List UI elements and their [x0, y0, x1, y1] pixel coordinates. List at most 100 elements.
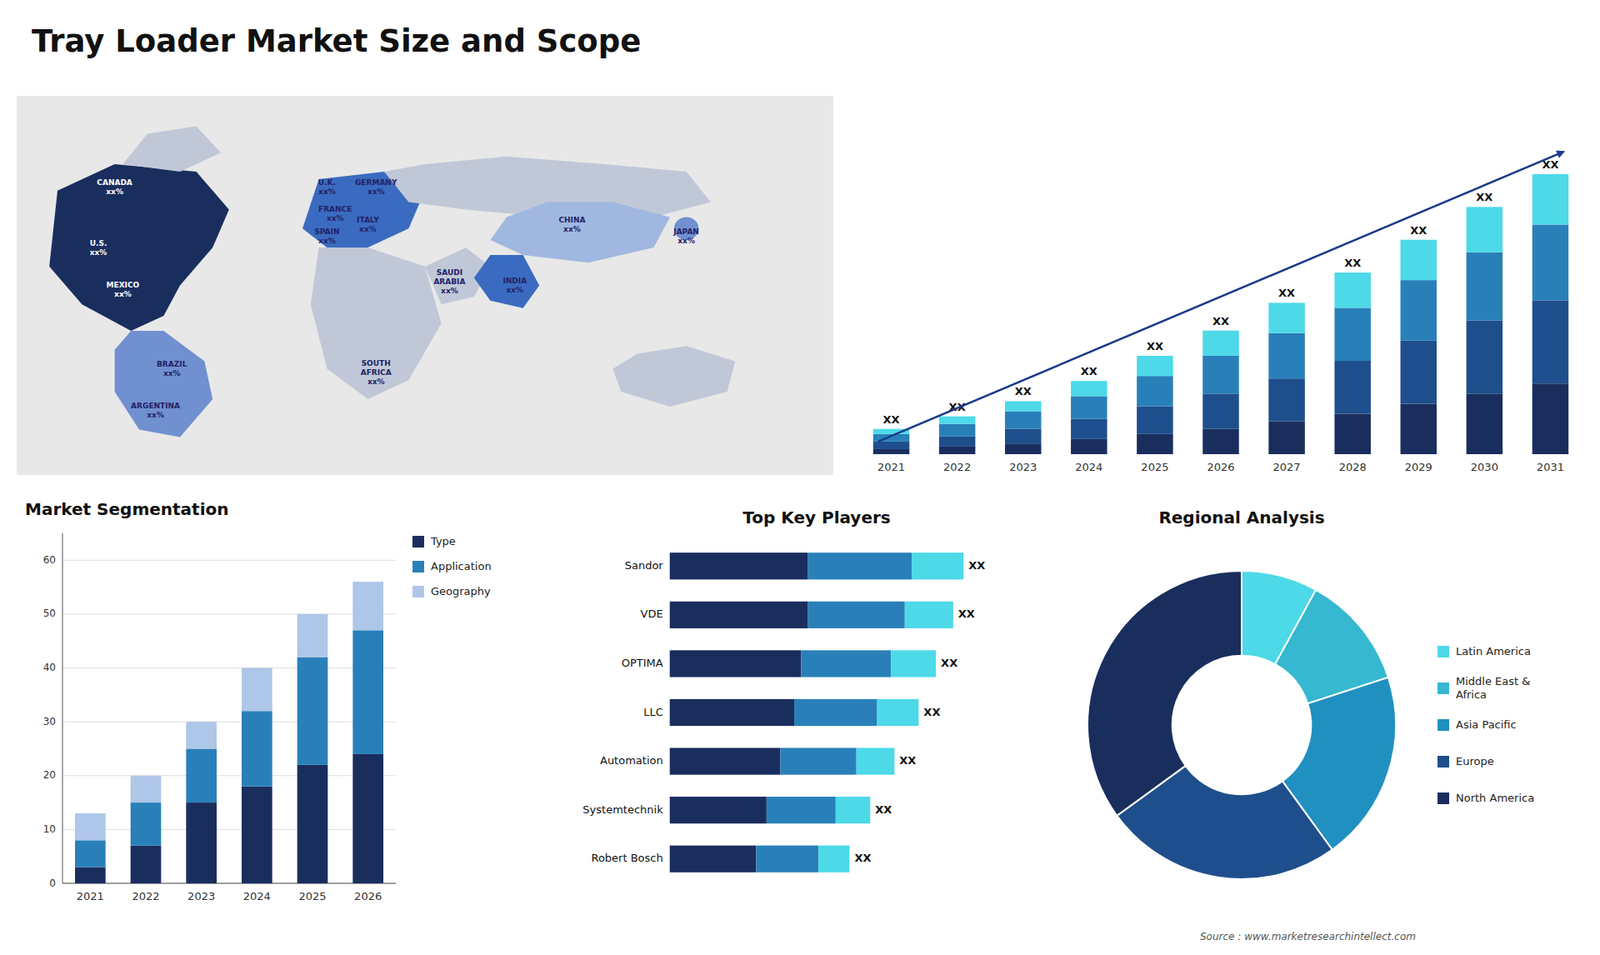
country-label: GERMANYxx%: [355, 177, 398, 195]
country-label: MEXICOxx%: [106, 280, 140, 298]
bar-segment: [75, 840, 106, 867]
bar-segment: [1532, 383, 1570, 455]
bar-annotation: XX: [1015, 385, 1032, 398]
country-label: U.K.xx%: [318, 177, 336, 195]
text-line: Europe: [1455, 755, 1495, 768]
x-tick-label: 2021: [76, 890, 105, 903]
text-line: U.S.: [90, 238, 108, 247]
bar-annotation: XX: [958, 607, 975, 620]
donut-chart: Regional AnalysisLatin AmericaMiddle Eas…: [1087, 507, 1535, 880]
text-line: GERMANY: [355, 177, 398, 186]
bar-segment: [1334, 307, 1371, 361]
bar-segment: [1400, 240, 1438, 280]
legend-swatch: [1437, 755, 1450, 768]
text-line: CANADA: [96, 177, 133, 186]
bar-segment: [1400, 403, 1438, 455]
bar-segment: [75, 813, 106, 840]
bar-segment: [780, 747, 856, 775]
bar-chart: 2021202220232024202520262027202820292030…: [873, 151, 1569, 474]
y-tick-label: LLC: [643, 705, 664, 719]
country-label: SAUDIARABIAxx%: [433, 267, 465, 295]
text-line: xx%: [505, 285, 524, 295]
bars: [75, 581, 384, 884]
bar-segment: [873, 449, 910, 455]
legend-label: Application: [430, 560, 492, 573]
x-tick-label: 2023: [1009, 460, 1037, 474]
y-tick-label: 20: [43, 769, 56, 781]
bar-annotation: XX: [1212, 315, 1230, 328]
legend-swatch: [412, 560, 425, 573]
text-line: FRANCE: [318, 204, 352, 213]
bar-segment: [130, 802, 162, 846]
bar-segment: [939, 446, 976, 455]
country-label: FRANCExx%: [318, 204, 352, 222]
y-tick-label: Sandor: [625, 559, 665, 572]
bar-segment: [1202, 393, 1240, 429]
grid-line: [62, 667, 396, 669]
bar-segment: [185, 802, 217, 884]
bar-segment: [130, 775, 162, 803]
ocean: [16, 95, 834, 475]
text-line: AFRICA: [360, 368, 392, 377]
x-tick-label: 2025: [1140, 460, 1169, 474]
region: [310, 247, 442, 400]
source-note: Source : www.marketresearchintellect.com: [1200, 930, 1416, 943]
text-line: Middle East &: [1455, 675, 1530, 688]
bar-segment: [1268, 378, 1305, 421]
legend-label: North America: [1455, 791, 1535, 805]
bar-annotation: XX: [923, 705, 940, 719]
y-tick-label: 10: [43, 823, 56, 835]
text-line: xx%: [359, 225, 377, 234]
y-tick-label: Automation: [600, 754, 664, 767]
legend-label: Type: [430, 535, 456, 548]
bar-annotation: XX: [968, 559, 985, 572]
bar-chart: Market Segmentation010203040506020212022…: [25, 499, 492, 903]
bar-segment: [670, 796, 767, 824]
text-line: xx%: [105, 186, 124, 195]
text-line: ARABIA: [433, 276, 465, 285]
y-tick-label: VDE: [640, 607, 664, 620]
y-tick-label: 0: [49, 877, 56, 890]
bar-segment: [352, 630, 384, 755]
horizontal-bar-chart: Top Key PlayersSandorVDEOPTIMALLCAutomat…: [582, 507, 985, 873]
bar-segment: [911, 552, 964, 580]
x-tick-label: 2024: [1075, 460, 1103, 474]
bar-segment: [1268, 333, 1305, 379]
bar-segment: [1466, 393, 1504, 455]
bar-segment: [670, 601, 809, 629]
text-line: xx%: [318, 235, 336, 245]
text-line: SAUDI: [436, 267, 463, 276]
bar-segment: [1466, 252, 1504, 321]
legend-label: Asia Pacific: [1455, 718, 1517, 731]
bar-segment: [297, 765, 329, 884]
y-axis-line: [62, 533, 64, 884]
grid-line: [62, 721, 396, 723]
chart-title: Top Key Players: [742, 507, 890, 528]
country-label: CANADAxx%: [96, 177, 133, 195]
bar-segment: [905, 601, 954, 629]
donut-slice: [1087, 570, 1242, 816]
bar-segment: [808, 601, 905, 629]
y-tick-label: 60: [43, 554, 56, 566]
chart-title: Regional Analysis: [1158, 507, 1325, 528]
chart-title: Market Segmentation: [25, 499, 230, 520]
bar-segment: [185, 721, 217, 749]
bar-segment: [939, 424, 976, 437]
legend-swatch: [412, 535, 425, 548]
y-tick-label: Systemtechnik: [582, 803, 664, 816]
bar-annotation: XX: [854, 851, 871, 865]
x-tick-label: 2025: [298, 890, 326, 903]
bar-segment: [1202, 429, 1240, 455]
country-label: CHINAxx%: [558, 215, 585, 234]
bar-annotation: XX: [1410, 224, 1427, 237]
bar-segment: [808, 552, 912, 580]
country-label: SPAINxx%: [314, 226, 340, 245]
region: [122, 125, 221, 172]
bar-annotation: XX: [899, 754, 916, 767]
bar-annotation: XX: [1080, 365, 1098, 378]
bar-segment: [1466, 320, 1504, 395]
bar-segment: [1005, 411, 1042, 430]
x-tick-label: 2031: [1536, 460, 1565, 474]
bar-segment: [1334, 272, 1371, 308]
bar-segment: [873, 441, 910, 450]
